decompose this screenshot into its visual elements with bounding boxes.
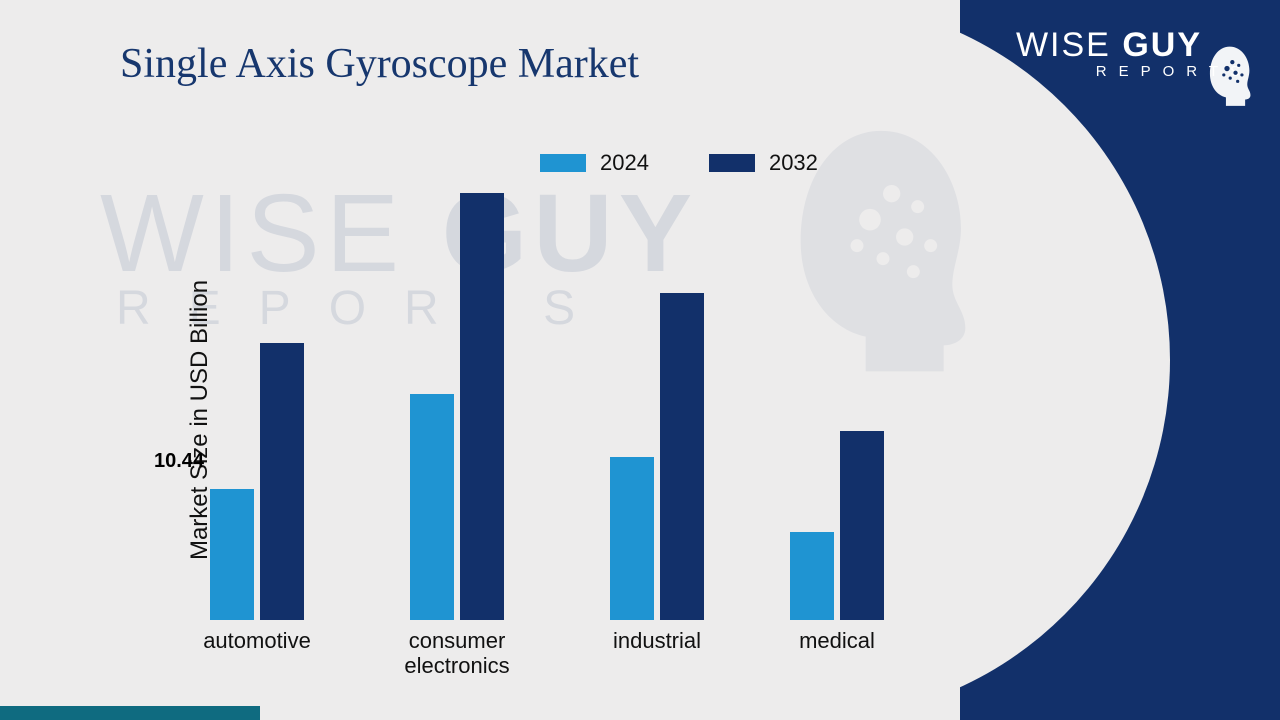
logo-head-icon — [1198, 44, 1256, 108]
bottom-accent-strip — [0, 706, 260, 720]
category-label: industrial — [567, 620, 747, 653]
category-label: medical — [747, 620, 927, 653]
chart-title: Single Axis Gyroscope Market — [120, 40, 639, 88]
bar — [660, 293, 704, 620]
bar — [840, 431, 884, 620]
category-label: consumer electronics — [367, 620, 547, 679]
logo-main-light: WISE — [1016, 26, 1111, 64]
brand-logo: WISE GUY REPORTS — [1016, 26, 1256, 80]
category-label: automotive — [167, 620, 347, 653]
bar — [460, 193, 504, 620]
value-label: 10.44 — [154, 450, 204, 473]
bar-chart: Market Size in USD Billion automotivecon… — [100, 160, 930, 680]
chart-canvas: WISE GUY REPORTS Single Axis Gyroscope M… — [0, 0, 1280, 720]
bar — [260, 343, 304, 620]
bar — [210, 489, 254, 620]
bar — [610, 457, 654, 620]
bar — [790, 532, 834, 620]
plot-area: automotiveconsumer electronicsindustrial… — [160, 180, 930, 620]
logo-main-bold: GUY — [1122, 26, 1202, 64]
bar — [410, 394, 454, 620]
